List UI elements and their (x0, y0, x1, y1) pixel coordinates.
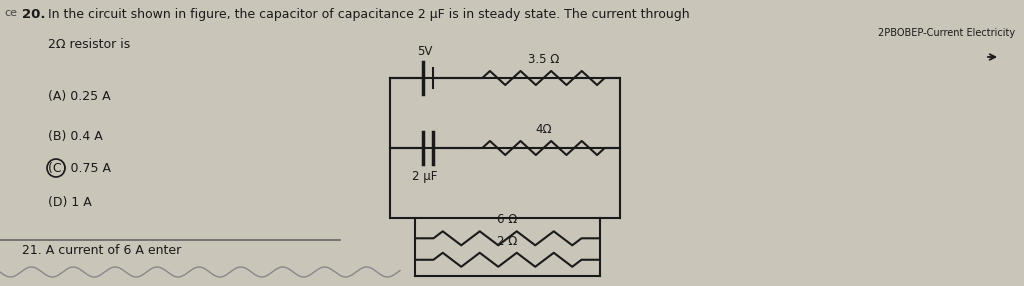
Text: 2Ω resistor is: 2Ω resistor is (48, 38, 130, 51)
Text: 4Ω: 4Ω (536, 123, 552, 136)
Text: 20.: 20. (22, 8, 45, 21)
Text: (D) 1 A: (D) 1 A (48, 196, 92, 209)
Text: (A) 0.25 A: (A) 0.25 A (48, 90, 111, 103)
Text: 21. A current of 6 A enter: 21. A current of 6 A enter (22, 244, 181, 257)
Text: 3.5 Ω: 3.5 Ω (527, 53, 559, 66)
Text: 2 Ω: 2 Ω (498, 235, 518, 248)
Text: 2PBOBEP-Current Electricity: 2PBOBEP-Current Electricity (878, 28, 1015, 38)
Text: (C) 0.75 A: (C) 0.75 A (48, 162, 111, 175)
Text: In the circuit shown in figure, the capacitor of capacitance 2 μF is in steady s: In the circuit shown in figure, the capa… (48, 8, 689, 21)
Text: 6 Ω: 6 Ω (498, 213, 518, 226)
Text: 5V: 5V (417, 45, 432, 58)
Text: ce: ce (4, 8, 17, 18)
Text: (B) 0.4 A: (B) 0.4 A (48, 130, 102, 143)
Text: 2 μF: 2 μF (412, 170, 437, 183)
